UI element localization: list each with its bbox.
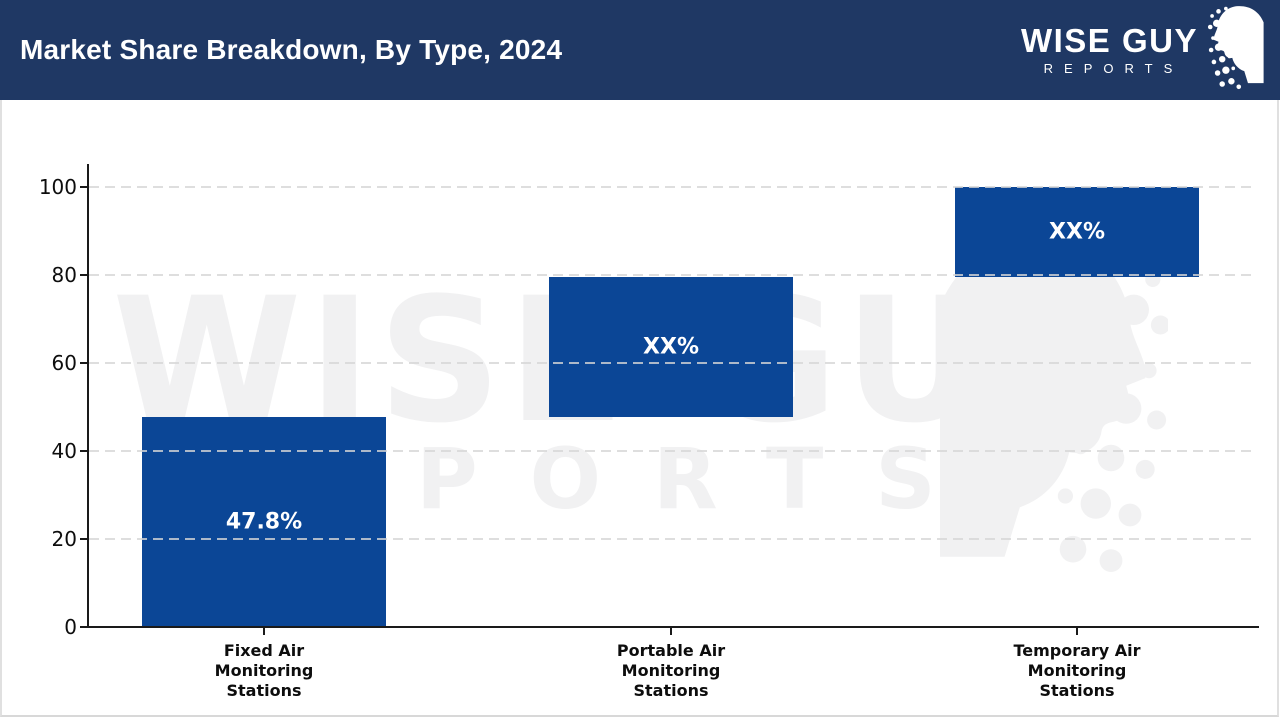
category-label-line: Monitoring (621, 661, 721, 680)
category-label: Portable Air Monitoring Stations (541, 641, 801, 701)
category-label: Temporary Air Monitoring Stations (947, 641, 1207, 701)
category-label-line: Stations (1039, 681, 1115, 700)
bar-segment (955, 187, 1199, 278)
brand-logo: WISE GUY REPORTS (1021, 0, 1272, 100)
bar-segment (549, 277, 793, 417)
category-label-line: Fixed Air (223, 641, 305, 660)
category-label-line: Monitoring (214, 661, 314, 680)
y-tick-mark (80, 186, 88, 188)
y-axis-line (87, 164, 89, 628)
brand-wordmark: WISE GUY REPORTS (1020, 22, 1198, 77)
bar-value-label: XX% (1049, 219, 1105, 245)
bar-value-label: 47.8% (225, 509, 303, 535)
bar-value-label: XX% (643, 334, 699, 360)
brand-face-icon (1207, 6, 1264, 90)
y-tick-mark (80, 450, 88, 452)
y-tick-label: 20 (51, 527, 77, 551)
y-tick-mark (80, 362, 88, 364)
y-tick-label: 0 (64, 615, 77, 639)
y-tick-label: 100 (38, 175, 77, 199)
category-label: Fixed Air Monitoring Stations (134, 641, 394, 701)
page-title: Market Share Breakdown, By Type, 2024 (20, 34, 563, 65)
y-tick-label: 80 (51, 263, 77, 287)
y-tick-mark (80, 626, 88, 628)
category-label-line: Portable Air (616, 641, 726, 660)
x-tick-mark (670, 628, 672, 635)
brand-subtitle: REPORTS (1043, 61, 1184, 76)
category-label-line: Stations (633, 681, 709, 700)
y-tick-label: 40 (51, 439, 77, 463)
y-tick-label: 60 (51, 351, 77, 375)
x-tick-mark (1076, 628, 1078, 635)
brand-name: WISE GUY (1020, 22, 1198, 59)
x-tick-mark (263, 628, 265, 635)
x-axis-line (87, 626, 1259, 628)
header-bar: Market Share Breakdown, By Type, 2024 WI… (0, 0, 1280, 100)
y-tick-mark (80, 538, 88, 540)
y-tick-mark (80, 274, 88, 276)
category-label-line: Stations (226, 681, 302, 700)
category-label-line: Monitoring (1027, 661, 1127, 680)
category-label-line: Temporary Air (1013, 641, 1141, 660)
